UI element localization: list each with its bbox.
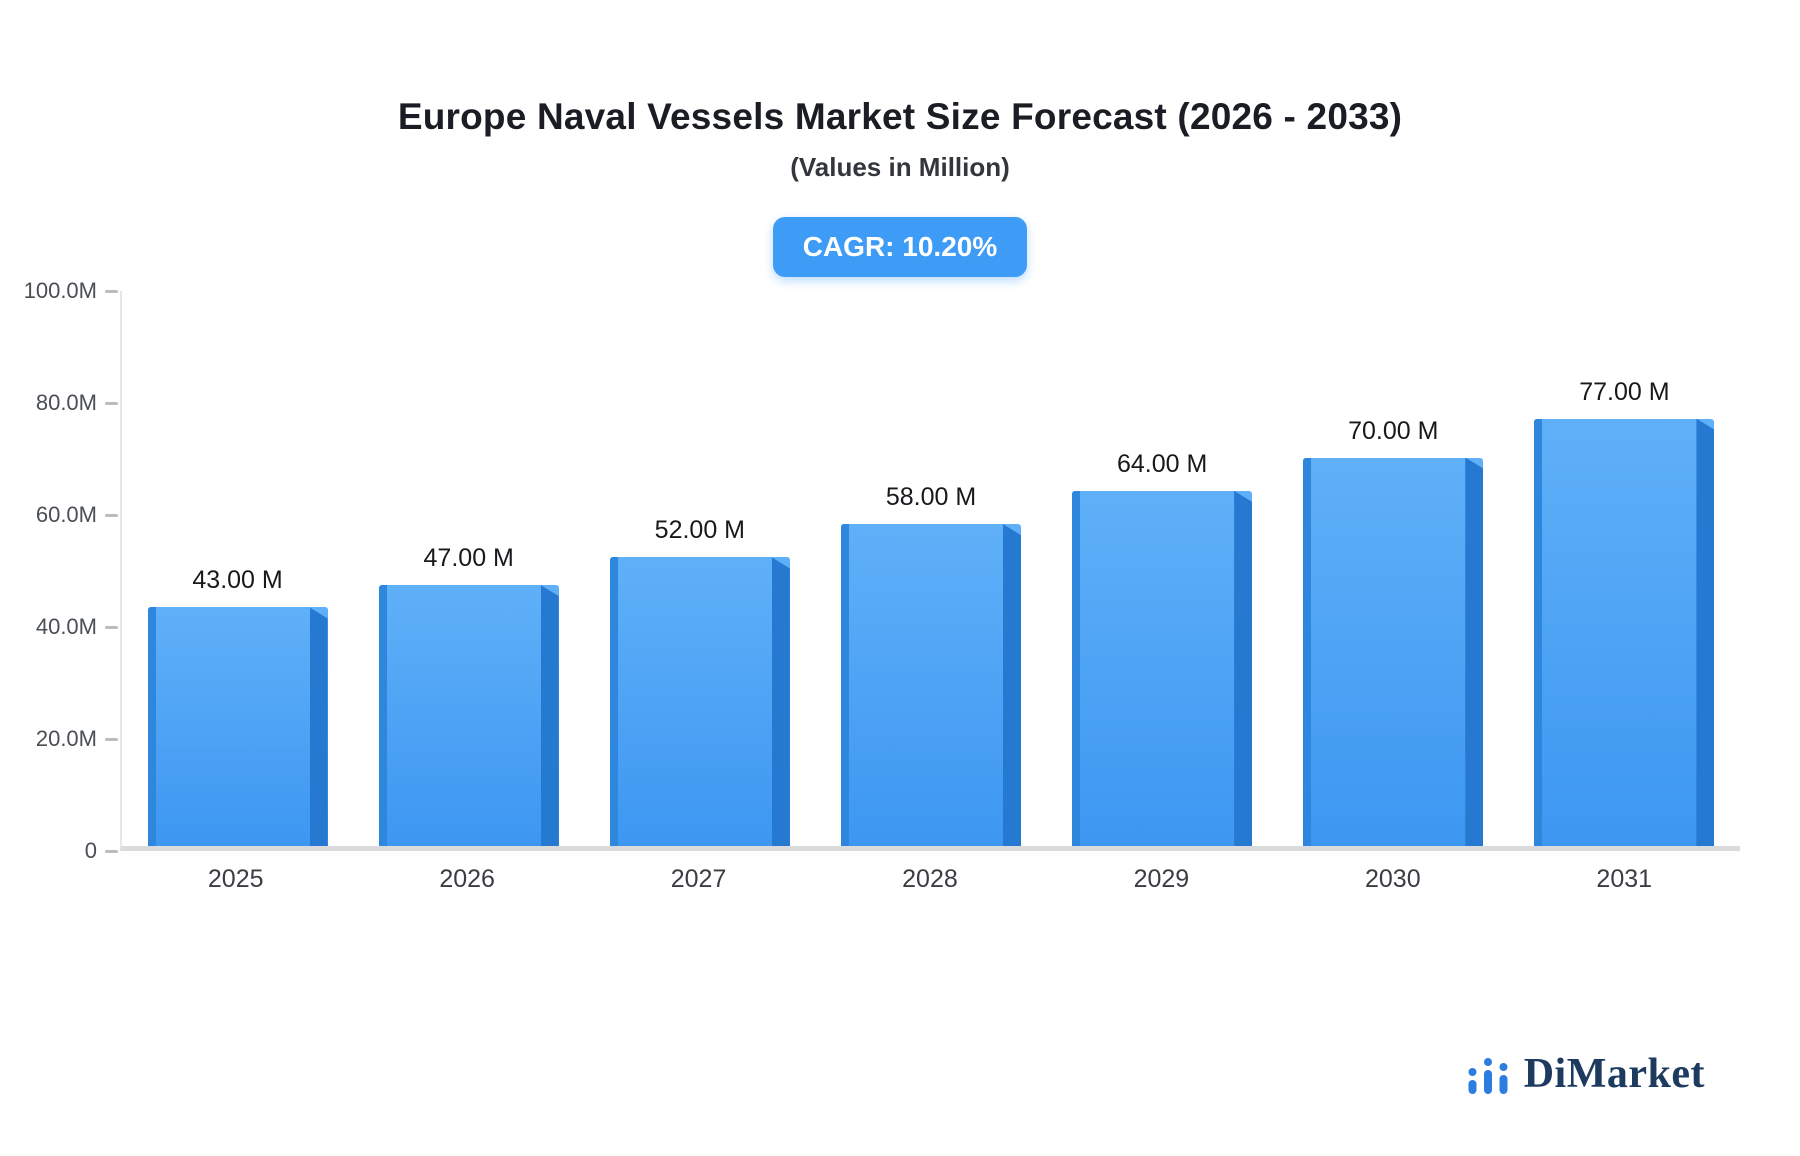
y-tick-label: 20.0M (35, 726, 97, 751)
y-tick-label: 0 (84, 838, 97, 863)
x-axis-label: 2027 (670, 865, 727, 893)
y-tick-mark (105, 849, 118, 853)
bar-group: 52.00 M (584, 291, 815, 846)
bar-group: 58.00 M (815, 291, 1046, 846)
y-tick-mark (105, 625, 118, 629)
bar-group: 64.00 M (1047, 291, 1278, 846)
bar (1534, 418, 1715, 846)
chart-subtitle: (Values in Million) (790, 152, 1010, 182)
brand-logo: DiMarket (0, 1050, 1800, 1098)
y-tick-mark (105, 737, 118, 741)
bar (609, 557, 790, 846)
bar-group: 70.00 M (1278, 291, 1509, 846)
bars-container: 43.00 M 47.00 M 52.00 M 58.00 M 64.00 M 70.00… (122, 291, 1740, 846)
y-axis: 0 20.0M 40.0M 60.0M 80.0M 100.0M (0, 278, 118, 863)
x-axis-label: 2031 (1596, 865, 1653, 893)
y-tick-label: 60.0M (35, 502, 97, 527)
bar-value-label: 43.00 M (192, 566, 283, 595)
bar-value-label: 52.00 M (654, 516, 746, 545)
y-tick-label: 100.0M (23, 278, 97, 303)
bar (378, 585, 559, 846)
bar-value-label: 77.00 M (1579, 377, 1670, 406)
bar-value-label: 64.00 M (1116, 449, 1208, 478)
chart-area: 0 20.0M 40.0M 60.0M 80.0M 100.0M 43.00 M 47.00… (24, 278, 1740, 863)
bar-value-label: 70.00 M (1348, 416, 1439, 445)
plot-area: 43.00 M 47.00 M 52.00 M 58.00 M 64.00 M 70.00… (120, 291, 1740, 851)
bar-group: 43.00 M (122, 291, 353, 846)
y-tick-mark (105, 513, 118, 517)
bar-group: 47.00 M (353, 291, 584, 846)
badge-row: CAGR: 10.20% (0, 217, 1800, 277)
y-tick-mark (105, 289, 118, 293)
bar (840, 524, 1021, 846)
x-axis-label: 2029 (1133, 865, 1190, 893)
x-axis-label: 2030 (1365, 865, 1421, 893)
y-tick-label: 80.0M (35, 390, 97, 415)
bar-value-label: 58.00 M (885, 483, 977, 512)
x-axis-label: 2028 (902, 865, 958, 893)
y-tick-mark (105, 401, 118, 405)
bar (1303, 457, 1484, 846)
bar-value-label: 47.00 M (423, 544, 514, 573)
x-axis-label: 2026 (439, 865, 495, 893)
x-axis-label: 2025 (207, 865, 264, 893)
cagr-badge: CAGR: 10.20% (772, 217, 1028, 277)
y-tick-label: 40.0M (35, 614, 97, 639)
mini-bar-chart-icon (1468, 1058, 1508, 1094)
bar (1072, 490, 1253, 846)
brand-name: DiMarket (1523, 1051, 1705, 1097)
chart-title: Europe Naval Vessels Market Size Forecas… (397, 96, 1403, 137)
x-axis: 2025 2026 2027 2028 2029 2030 2031 (120, 865, 1740, 894)
bar (147, 607, 328, 846)
bar-group: 77.00 M (1509, 291, 1740, 846)
